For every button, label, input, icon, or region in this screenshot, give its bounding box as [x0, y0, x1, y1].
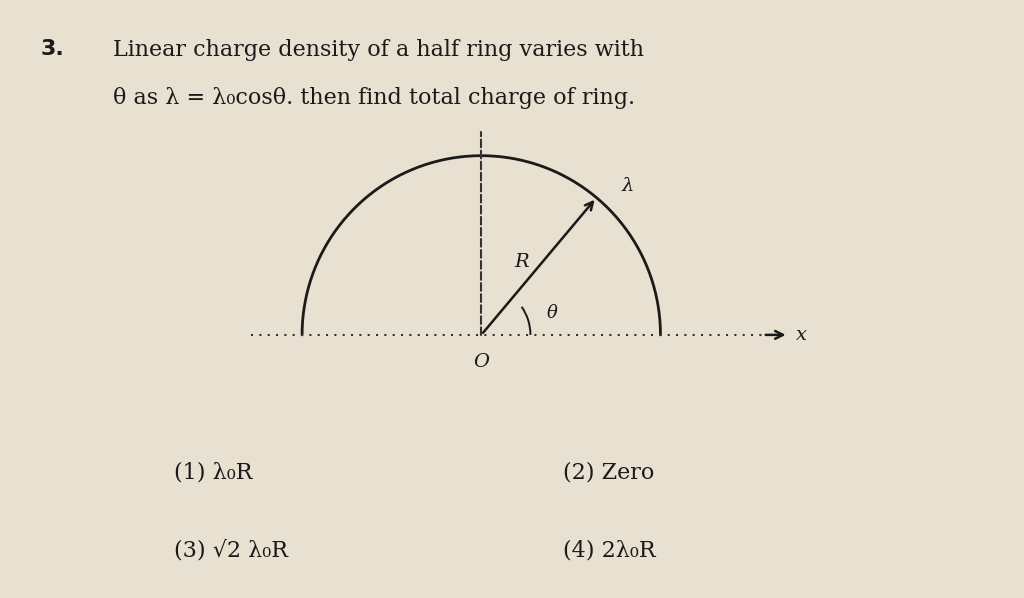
Text: (4) 2λ₀R: (4) 2λ₀R	[563, 539, 655, 561]
Text: O: O	[473, 353, 489, 371]
Text: Linear charge density of a half ring varies with: Linear charge density of a half ring var…	[113, 39, 644, 61]
Text: (2) Zero: (2) Zero	[563, 462, 654, 483]
Text: (1) λ₀R: (1) λ₀R	[174, 462, 253, 483]
Text: R: R	[514, 253, 529, 271]
Text: 3.: 3.	[41, 39, 65, 59]
Text: θ: θ	[547, 304, 557, 322]
Text: λ: λ	[622, 176, 635, 194]
Text: θ as λ = λ₀cosθ. then find total charge of ring.: θ as λ = λ₀cosθ. then find total charge …	[113, 87, 635, 109]
Text: (3) √2 λ₀R: (3) √2 λ₀R	[174, 539, 288, 561]
Text: x: x	[796, 326, 807, 344]
